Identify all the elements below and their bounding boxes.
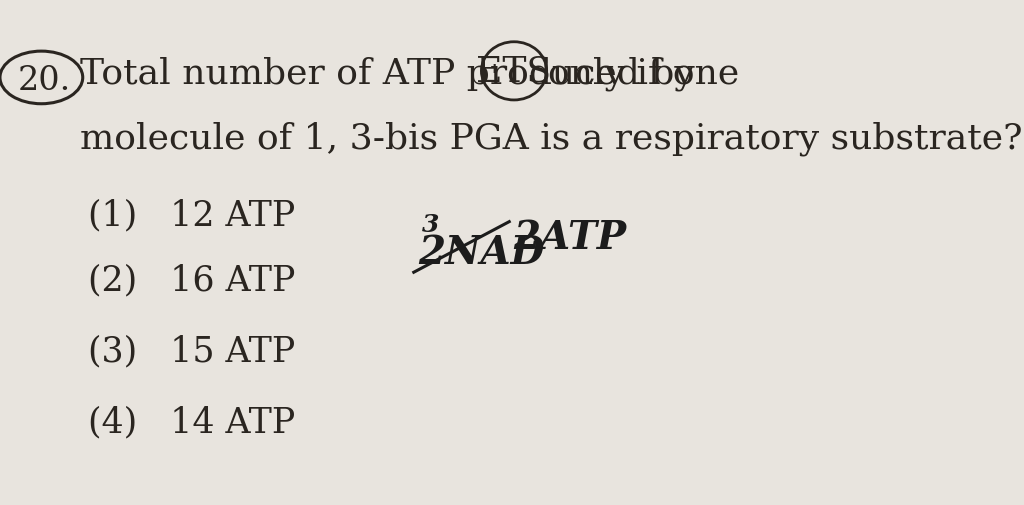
Text: ETS: ETS [476, 55, 552, 89]
Text: 2NAD: 2NAD [418, 233, 544, 272]
Text: (3)   15 ATP: (3) 15 ATP [87, 334, 295, 368]
Text: molecule of 1, 3-bis PGA is a respiratory substrate?: molecule of 1, 3-bis PGA is a respirator… [80, 122, 1022, 156]
Text: Total number of ATP produced by: Total number of ATP produced by [80, 56, 706, 90]
Text: (2)   16 ATP: (2) 16 ATP [87, 263, 295, 297]
Text: 2ATP: 2ATP [513, 218, 627, 257]
Text: (4)   14 ATP: (4) 14 ATP [87, 405, 295, 439]
Text: 20.: 20. [17, 65, 71, 97]
Text: only if one: only if one [548, 56, 739, 90]
Text: 3: 3 [422, 213, 439, 237]
Text: (1)   12 ATP: (1) 12 ATP [87, 197, 295, 232]
